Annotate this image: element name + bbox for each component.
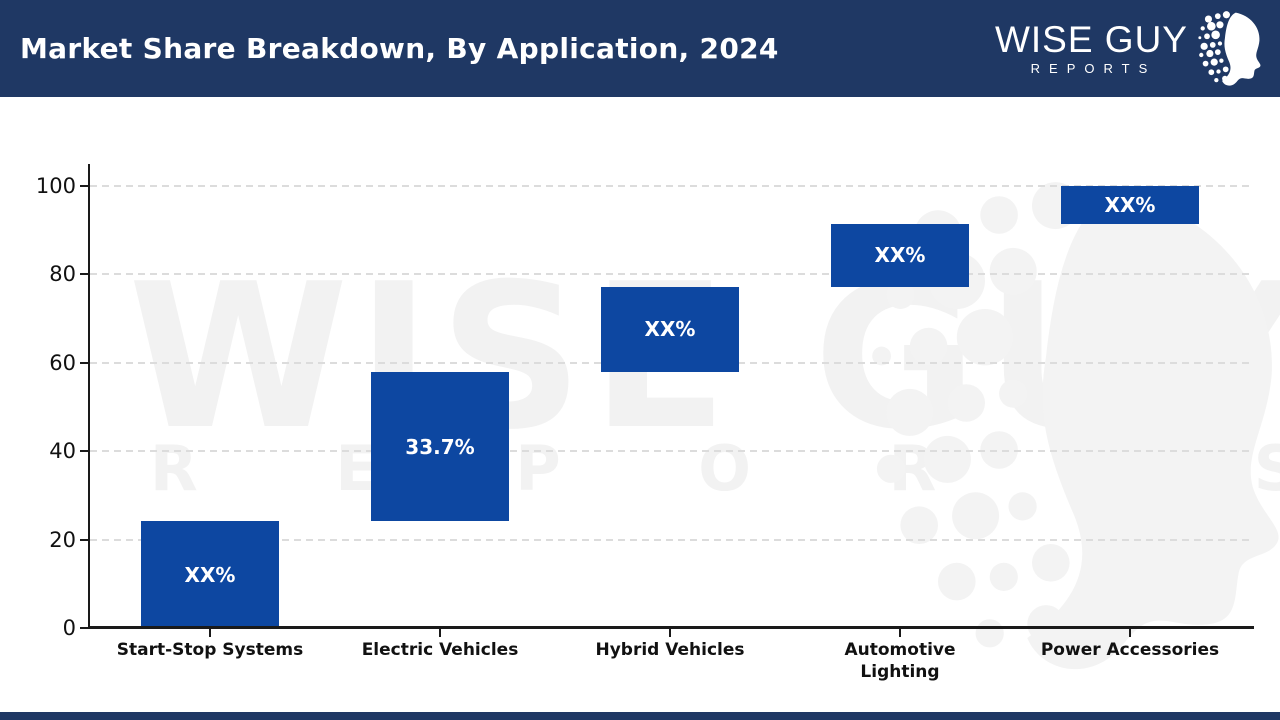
y-tick-label: 20 — [49, 527, 76, 552]
plot-area: XX% 33.7% XX% XX% XX% — [90, 160, 1254, 628]
bar-value-label: XX% — [644, 317, 696, 342]
bar-segment-1: XX% — [141, 521, 279, 628]
x-tick-mark — [899, 629, 901, 637]
logo-text: WISE GUY REPORTS — [995, 21, 1188, 76]
x-tick-mark — [209, 629, 211, 637]
gridline — [90, 273, 1254, 276]
y-tick-label: 100 — [35, 174, 76, 198]
bar-value-label: 33.7% — [405, 434, 475, 459]
category-label: Automotive Lighting — [844, 640, 956, 683]
category-label: Hybrid Vehicles — [595, 640, 745, 660]
page-title: Market Share Breakdown, By Application, … — [20, 32, 779, 65]
bar-segment-3: XX% — [601, 286, 739, 373]
bar-segment-4: XX% — [831, 223, 969, 287]
category-label: Start-Stop Systems — [116, 640, 304, 660]
wise-guy-reports-logo: WISE GUY REPORTS — [995, 9, 1280, 88]
category-label: Electric Vehicles — [361, 640, 519, 660]
bar-value-label: XX% — [874, 243, 926, 268]
y-tick-label: 80 — [49, 262, 76, 287]
y-tick-mark — [80, 450, 88, 453]
bar-value-label: XX% — [1104, 193, 1156, 217]
y-tick-mark — [80, 273, 88, 276]
gridline — [90, 538, 1254, 541]
x-tick-mark — [1129, 629, 1131, 637]
bar-segment-2: 33.7% — [371, 372, 509, 522]
category-label: Power Accessories — [1040, 640, 1220, 660]
header-bar: Market Share Breakdown, By Application, … — [0, 0, 1280, 97]
logo-subtitle: REPORTS — [1030, 61, 1157, 76]
y-tick-label: 40 — [49, 439, 76, 464]
y-tick-label: 0 — [62, 616, 76, 640]
x-tick-mark — [439, 629, 441, 637]
gridline — [90, 185, 1254, 187]
footer-bar — [0, 712, 1280, 720]
y-tick-mark — [80, 185, 88, 187]
logo-head-icon — [1194, 9, 1266, 88]
bar-segment-5: XX% — [1061, 186, 1199, 224]
logo-wordmark: WISE GUY — [994, 19, 1188, 60]
y-tick-mark — [80, 538, 88, 541]
y-tick-mark — [80, 627, 88, 629]
gridline — [90, 450, 1254, 453]
x-tick-mark — [669, 629, 671, 637]
y-axis-line — [88, 164, 90, 629]
y-tick-mark — [80, 361, 88, 364]
bar-value-label: XX% — [184, 562, 236, 587]
y-tick-label: 60 — [49, 350, 76, 375]
x-axis-line — [88, 626, 1254, 629]
